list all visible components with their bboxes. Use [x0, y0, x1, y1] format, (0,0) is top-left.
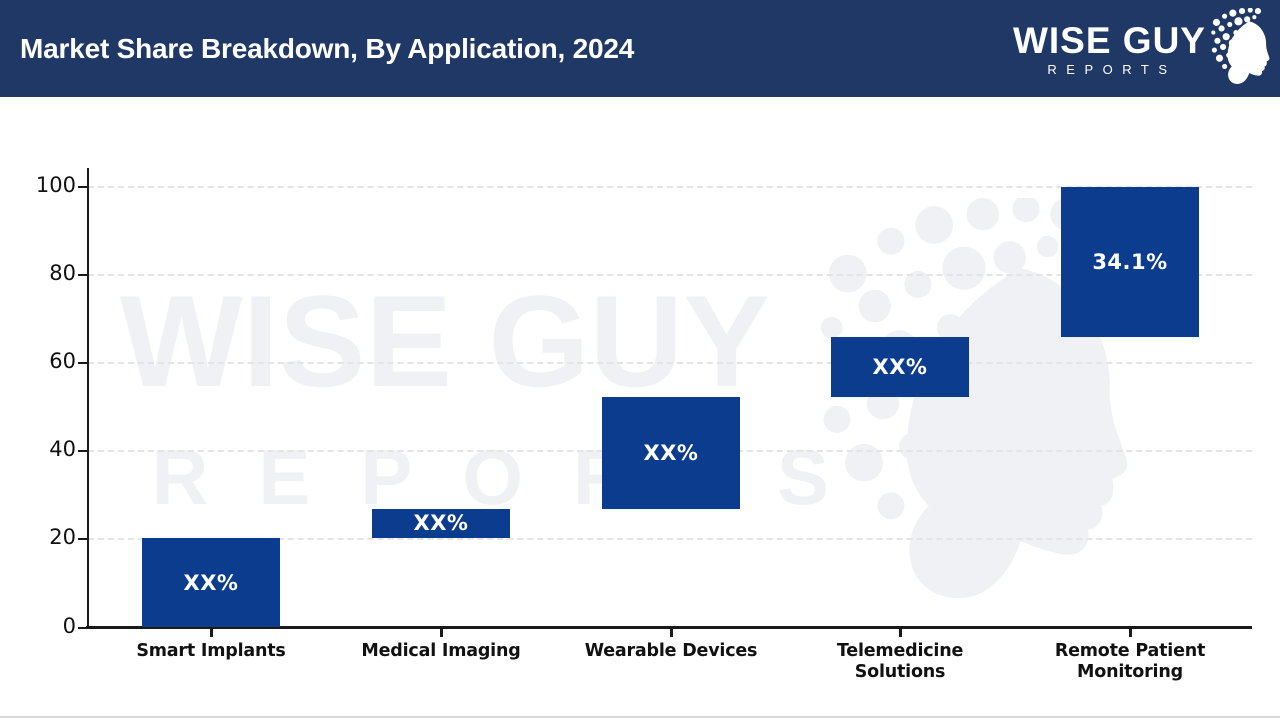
xtick-mark-2 [670, 628, 673, 637]
ytick-label-40: 40 [49, 437, 76, 462]
header-banner: Market Share Breakdown, By Application, … [0, 0, 1280, 97]
bottom-border [0, 716, 1280, 718]
bar-smart-implants: XX% [142, 537, 280, 628]
ytick-label-60: 60 [49, 349, 76, 374]
ytick-mark-80 [78, 274, 87, 277]
gridline-y100 [88, 186, 1252, 188]
chart-area: WISE GUY REPORTS 0 20 40 60 80 100 XX% Smart Im… [0, 97, 1280, 717]
bar-value-label: 34.1% [1092, 250, 1168, 275]
bar-value-label: XX% [413, 511, 469, 536]
xtick-mark-0 [210, 628, 213, 637]
watermark-text: WISE GUY [120, 268, 771, 414]
xtick-label-3: Telemedicine Solutions [836, 641, 964, 683]
brand-name: WISE GUY [1012, 20, 1206, 61]
bar-value-label: XX% [872, 355, 928, 380]
bar-telemedicine-solutions: XX% [831, 337, 969, 398]
gridline-y60 [88, 362, 1252, 365]
gridline-y20 [88, 538, 1252, 541]
ytick-mark-100 [78, 186, 87, 188]
y-axis-line [86, 168, 89, 628]
ytick-label-80: 80 [49, 261, 76, 286]
ytick-mark-40 [78, 450, 87, 453]
bar-value-label: XX% [643, 441, 699, 466]
brand-logo-text: WISE GUY REPORTS [1013, 22, 1206, 76]
xtick-mark-3 [899, 628, 902, 637]
gridline-y80 [88, 274, 1252, 277]
ytick-mark-20 [78, 538, 87, 541]
ytick-mark-0 [78, 626, 87, 629]
brand-subname: REPORTS [1047, 62, 1177, 77]
xtick-mark-4 [1129, 628, 1132, 637]
ytick-label-100: 100 [35, 173, 76, 197]
bar-remote-patient-monitoring: 34.1% [1061, 187, 1199, 338]
bar-medical-imaging: XX% [372, 509, 510, 538]
ytick-label-20: 20 [49, 525, 76, 550]
page-title: Market Share Breakdown, By Application, … [20, 32, 635, 64]
ytick-mark-60 [78, 362, 87, 365]
bar-wearable-devices: XX% [602, 397, 740, 509]
xtick-label-0: Smart Implants [136, 641, 286, 661]
ytick-label-0: 0 [62, 613, 76, 638]
x-axis-line [86, 626, 1252, 629]
xtick-label-1: Medical Imaging [361, 641, 521, 661]
xtick-mark-1 [440, 628, 443, 637]
xtick-label-2: Wearable Devices [584, 641, 758, 661]
xtick-label-4: Remote Patient Monitoring [1054, 641, 1206, 683]
bar-value-label: XX% [183, 570, 239, 595]
brand-logo: WISE GUY REPORTS [1013, 6, 1272, 92]
